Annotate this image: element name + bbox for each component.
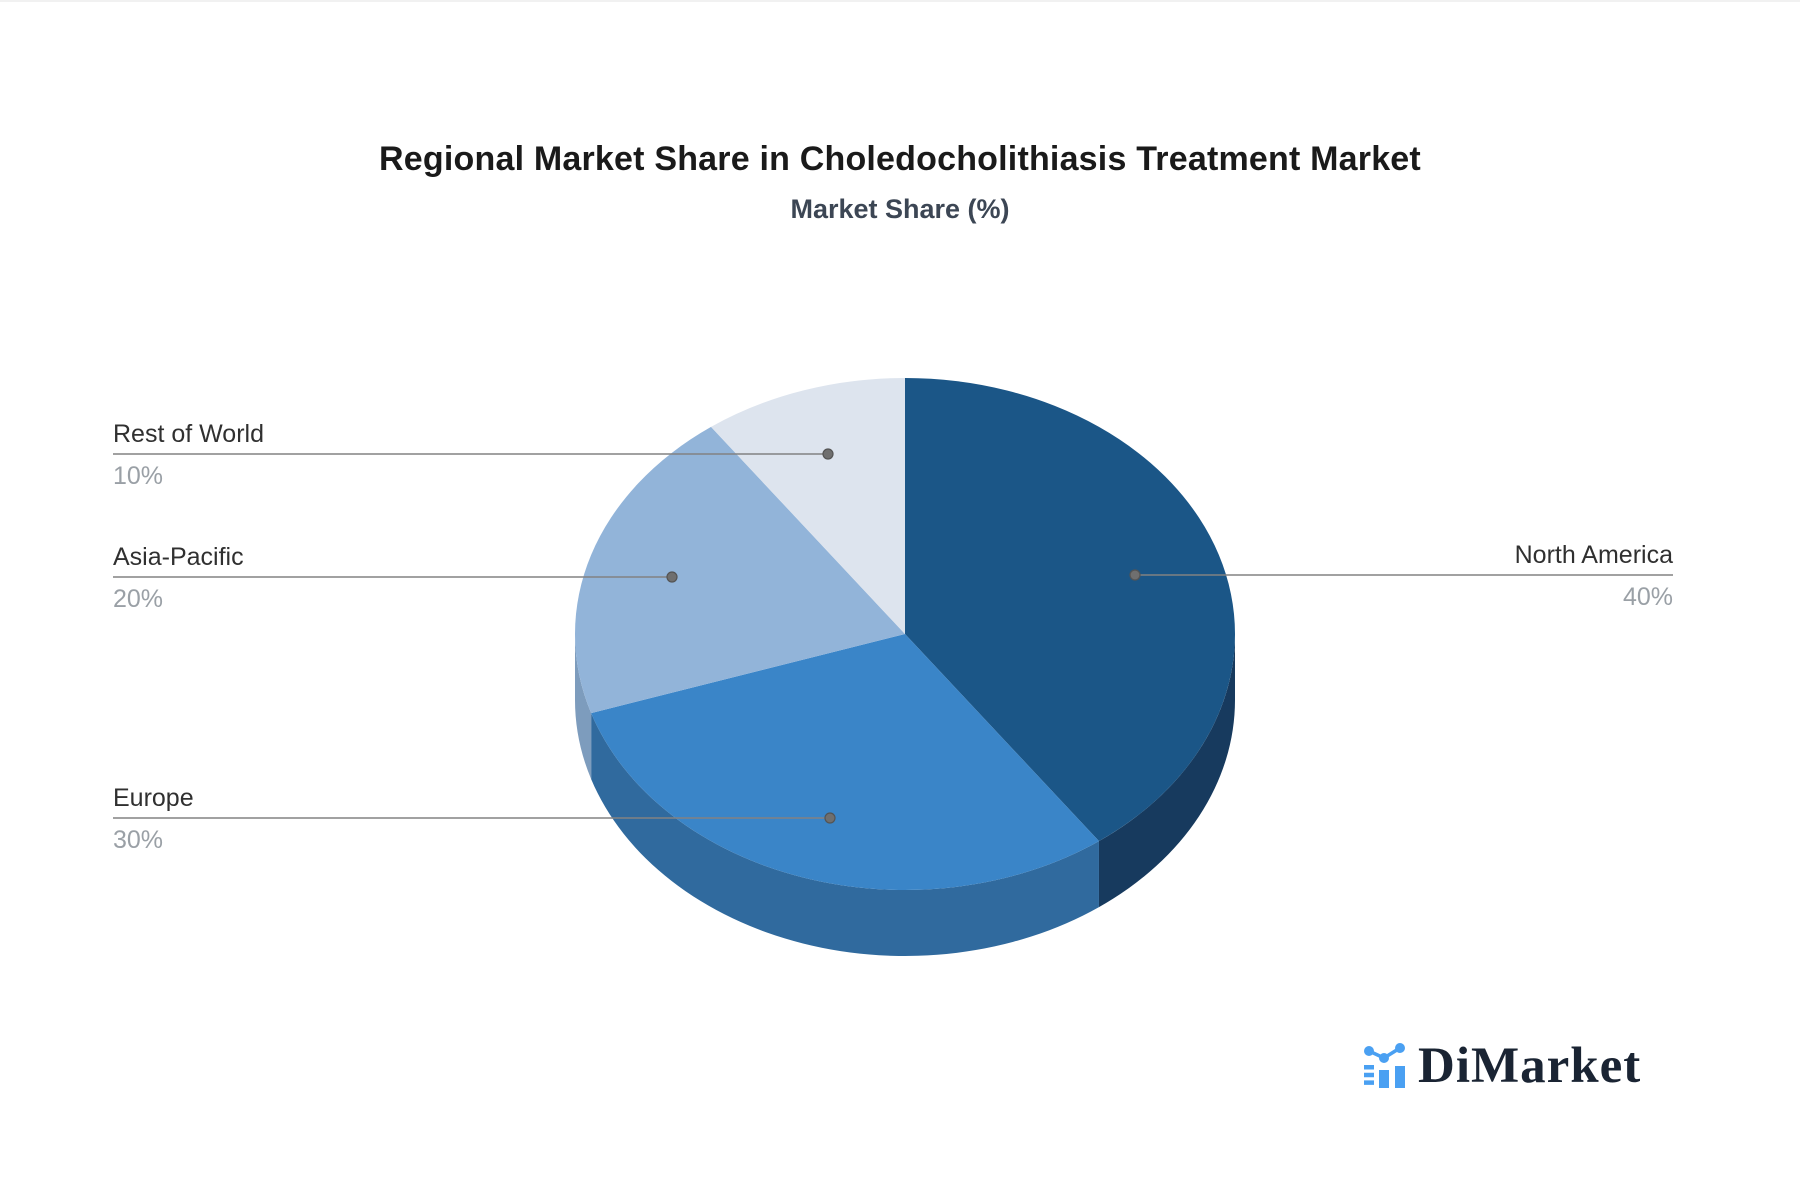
pie-slice-europe[interactable] — [591, 634, 1099, 890]
callout-label-asia-pacific: Asia-Pacific — [113, 543, 244, 571]
leader-dot-asia-pacific — [666, 571, 678, 583]
callout-label-rest-of-world: Rest of World — [113, 420, 264, 448]
pie-slice-rest-of-world[interactable] — [711, 378, 905, 634]
callout-value-north-america: 40% — [1622, 583, 1673, 611]
chart-title: Regional Market Share in Choledocholithi… — [379, 140, 1421, 178]
chart-subtitle: Market Share (%) — [790, 194, 1010, 224]
pie-side-north-america — [1098, 634, 1235, 908]
pie-side-europe — [591, 713, 1099, 956]
leader-dot-europe — [824, 812, 836, 824]
bar-chart-logo-icon — [1364, 1043, 1405, 1088]
dimarket-logo: DiMarket — [1360, 1038, 1642, 1094]
pie-side-asia-pacific — [575, 634, 592, 780]
callout-label-north-america: North America — [1514, 541, 1673, 569]
callout-label-europe: Europe — [113, 784, 194, 812]
logo-text: DiMarket — [1418, 1038, 1642, 1094]
leader-dot-north-america — [1129, 569, 1141, 581]
callout-value-asia-pacific: 20% — [113, 585, 164, 613]
leader-dot-rest-of-world — [822, 448, 834, 460]
callout-value-rest-of-world: 10% — [113, 462, 164, 490]
pie-slice-asia-pacific[interactable] — [575, 426, 905, 714]
pie-slice-north-america[interactable] — [905, 378, 1235, 842]
callout-value-europe: 30% — [113, 826, 164, 854]
